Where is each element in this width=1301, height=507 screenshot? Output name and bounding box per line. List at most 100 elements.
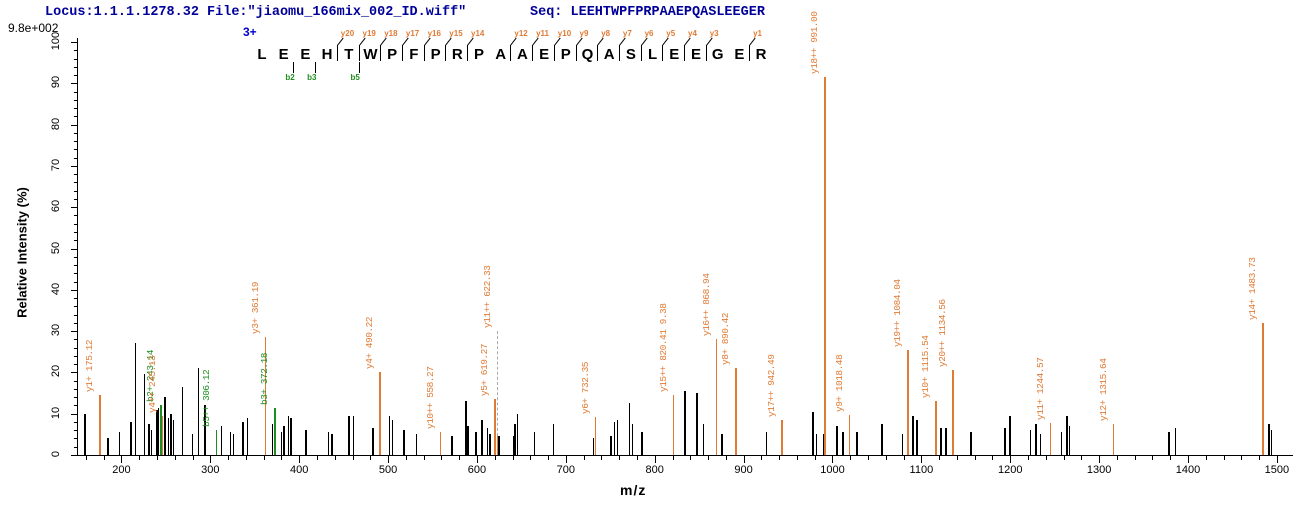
peak (684, 390, 686, 455)
y-tick (74, 298, 77, 300)
x-tick-label: 800 (645, 464, 664, 476)
y-tick (74, 198, 77, 200)
y-tick (74, 240, 77, 242)
y-tick (71, 372, 77, 374)
y-tick (74, 446, 77, 448)
peak (167, 417, 170, 455)
ion-peak-line (1262, 322, 1264, 455)
sequence-header: Seq: LEEHTWPFPRPAAEPQASLEEGER (530, 5, 765, 20)
ion-peak-line (496, 436, 499, 455)
y-ion-sequence-label: y11 (536, 29, 549, 38)
peak (327, 432, 330, 455)
y-ion-sequence-label: y20 (340, 29, 355, 38)
y-tick (71, 413, 77, 415)
ion-peak-label: y12+ 1315.64 (1097, 358, 1109, 422)
y-tick (74, 273, 77, 275)
sequence-residue: L (257, 46, 267, 63)
sequence-residue: E (734, 46, 745, 63)
y-cleavage-slant (445, 37, 452, 46)
y-tick (74, 91, 77, 93)
x-tick (708, 456, 710, 460)
peak (403, 430, 405, 455)
x-tick (156, 456, 158, 460)
x-tick (245, 456, 247, 460)
peak (721, 434, 723, 455)
sequence-residue: W (363, 46, 378, 63)
y-tick (71, 42, 77, 43)
x-tick (210, 456, 212, 463)
y-ion-sequence-label: y10 (557, 29, 572, 38)
x-tick (1099, 456, 1101, 463)
x-tick (352, 456, 354, 460)
y-cleavage-slant (575, 37, 583, 46)
y-cleavage-mark (401, 45, 403, 61)
x-tick (476, 456, 478, 463)
peak (1035, 424, 1037, 455)
y-ion-sequence-label: y8 (601, 29, 611, 38)
peak (271, 424, 274, 455)
y-tick (71, 83, 77, 85)
x-tick (441, 456, 443, 460)
sequence-residue: G (711, 46, 724, 63)
peak (533, 432, 536, 455)
peak (815, 434, 818, 455)
x-tick (672, 456, 674, 460)
sequence-residue: H (321, 46, 333, 63)
y-cleavage-mark (662, 45, 664, 61)
peak (842, 432, 844, 455)
y-axis-title: Relative Intensity (%) (14, 187, 30, 318)
peak (702, 424, 705, 455)
ion-peak-label: y11+ 1244.57 (1034, 357, 1046, 421)
sequence-residue: P (387, 46, 398, 63)
x-tick (228, 456, 230, 460)
peak (280, 432, 283, 455)
b-ion-sequence-label: b5 (350, 73, 360, 82)
ion-peak-line (935, 401, 937, 455)
x-tick (85, 456, 87, 460)
y-cleavage-slant (749, 37, 756, 46)
peak (516, 413, 519, 455)
x-axis-line (77, 455, 1293, 456)
x-tick (299, 456, 301, 463)
b-cleavage-mark (293, 62, 295, 73)
y-tick (71, 165, 77, 167)
y-cleavage-slant (510, 37, 518, 46)
y-cleavage-mark (423, 45, 425, 61)
ion-peak-line (1112, 424, 1115, 455)
peak (631, 424, 634, 455)
y-tick (74, 108, 77, 110)
x-tick (1223, 456, 1225, 460)
y-cleavage-mark (445, 45, 447, 61)
x-tick (370, 456, 372, 460)
peak (613, 421, 616, 455)
peak (287, 415, 290, 455)
sequence-residue: Q (581, 46, 594, 63)
y-tick (74, 322, 77, 324)
peak (157, 407, 160, 455)
y-tick (74, 256, 77, 258)
ion-peak-label: y1+ 175.12 (84, 340, 96, 393)
ion-peak-label: y4++ 245.13 (146, 355, 158, 413)
peak (970, 432, 972, 455)
peak (1009, 415, 1011, 455)
sequence-residue: E (539, 46, 550, 63)
x-tick (405, 456, 407, 460)
b-cleavage-mark (315, 62, 317, 73)
peak (1268, 424, 1270, 455)
y-cleavage-mark (553, 45, 555, 61)
ion-peak-label: y18++ 991.00 (809, 11, 821, 75)
x-tick-label: 600 (467, 464, 487, 476)
ion-peak-label: y6+ 732.35 (579, 361, 591, 414)
y-axis-line (77, 38, 78, 456)
ion-peak-line (160, 405, 162, 455)
peak (156, 409, 158, 455)
sequence-residue: R (451, 46, 463, 63)
peak (242, 421, 244, 455)
peak (352, 415, 355, 455)
y-cleavage-mark (597, 45, 599, 61)
peak (475, 432, 477, 455)
x-tick (494, 456, 496, 460)
ion-peak-line (952, 370, 954, 455)
y-tick (74, 397, 77, 399)
peak (481, 419, 483, 455)
